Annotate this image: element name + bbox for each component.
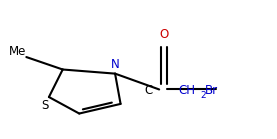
Text: C: C: [145, 84, 153, 97]
Text: N: N: [111, 58, 119, 71]
Text: CH: CH: [178, 84, 196, 97]
Text: 2: 2: [200, 91, 206, 100]
Text: S: S: [41, 99, 48, 112]
Text: Br: Br: [205, 84, 218, 97]
Text: O: O: [159, 28, 168, 41]
Text: Me: Me: [9, 45, 26, 58]
